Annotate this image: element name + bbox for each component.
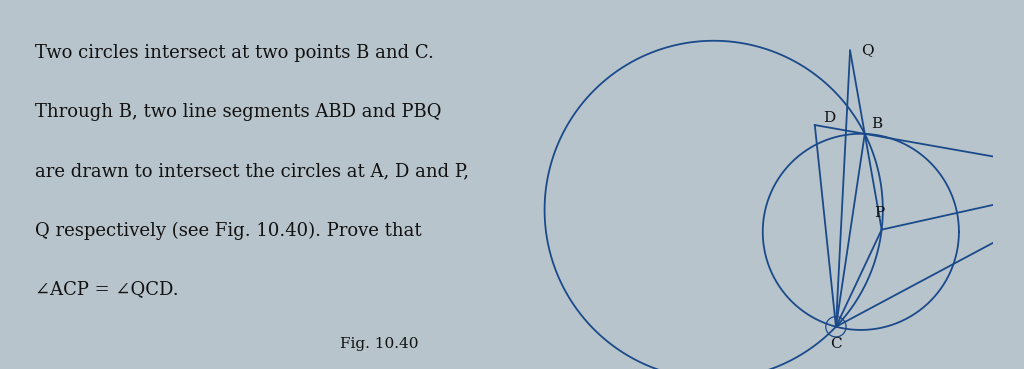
- Text: Fig. 10.40: Fig. 10.40: [340, 337, 418, 351]
- Text: P: P: [873, 206, 884, 220]
- Text: are drawn to intersect the circles at A, D and P,: are drawn to intersect the circles at A,…: [35, 162, 469, 180]
- Text: Through B, two line segments ABD and PBQ: Through B, two line segments ABD and PBQ: [35, 103, 441, 121]
- Text: Q: Q: [861, 44, 874, 58]
- Text: ∠ACP = ∠QCD.: ∠ACP = ∠QCD.: [35, 280, 178, 299]
- Text: Q respectively (see Fig. 10.40). Prove that: Q respectively (see Fig. 10.40). Prove t…: [35, 221, 422, 239]
- Text: C: C: [830, 337, 842, 351]
- Text: B: B: [871, 117, 883, 131]
- Text: Two circles intersect at two points B and C.: Two circles intersect at two points B an…: [35, 44, 434, 62]
- Text: D: D: [823, 111, 836, 125]
